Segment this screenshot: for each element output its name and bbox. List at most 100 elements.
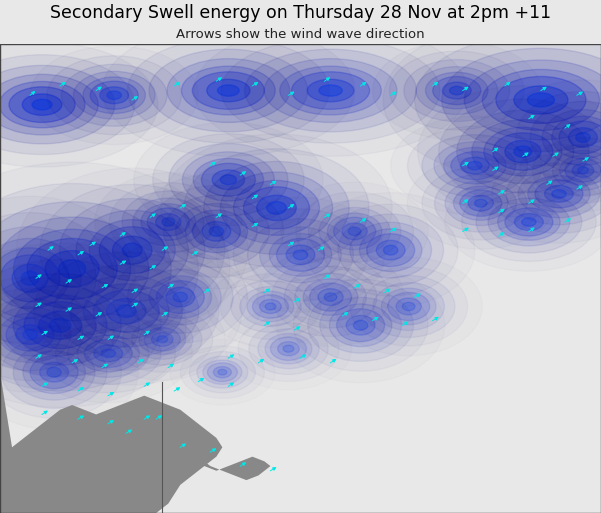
Ellipse shape	[444, 147, 506, 184]
Ellipse shape	[132, 320, 193, 359]
Ellipse shape	[404, 60, 510, 122]
Ellipse shape	[40, 362, 69, 382]
Ellipse shape	[218, 369, 227, 375]
Ellipse shape	[133, 198, 204, 246]
Ellipse shape	[415, 34, 601, 166]
Ellipse shape	[522, 218, 536, 226]
Ellipse shape	[572, 163, 594, 177]
Ellipse shape	[318, 289, 343, 306]
Ellipse shape	[183, 152, 274, 208]
Ellipse shape	[53, 265, 199, 358]
Ellipse shape	[518, 170, 600, 218]
Ellipse shape	[488, 198, 570, 246]
Ellipse shape	[127, 261, 233, 333]
Ellipse shape	[59, 199, 205, 302]
Ellipse shape	[0, 82, 85, 128]
Ellipse shape	[45, 251, 99, 287]
Ellipse shape	[202, 222, 231, 241]
Ellipse shape	[221, 38, 440, 143]
Ellipse shape	[141, 204, 196, 240]
Ellipse shape	[442, 48, 601, 151]
Ellipse shape	[451, 151, 499, 180]
Ellipse shape	[482, 69, 599, 130]
Ellipse shape	[61, 64, 167, 126]
Ellipse shape	[212, 170, 245, 190]
Ellipse shape	[310, 283, 352, 311]
Ellipse shape	[329, 304, 392, 347]
Ellipse shape	[218, 85, 239, 96]
Ellipse shape	[49, 318, 71, 332]
Ellipse shape	[94, 345, 123, 362]
Ellipse shape	[396, 298, 421, 315]
Ellipse shape	[0, 313, 61, 356]
Ellipse shape	[291, 72, 370, 109]
Ellipse shape	[264, 58, 397, 123]
Ellipse shape	[0, 184, 198, 354]
Ellipse shape	[552, 116, 601, 159]
Ellipse shape	[0, 217, 149, 321]
Polygon shape	[0, 372, 222, 513]
Ellipse shape	[439, 99, 601, 204]
Ellipse shape	[542, 110, 601, 165]
Ellipse shape	[269, 233, 332, 276]
Ellipse shape	[334, 218, 376, 245]
Ellipse shape	[0, 285, 121, 365]
Ellipse shape	[578, 167, 588, 174]
Ellipse shape	[0, 202, 171, 336]
Ellipse shape	[422, 135, 528, 196]
Ellipse shape	[0, 307, 71, 363]
Ellipse shape	[445, 181, 517, 226]
Ellipse shape	[267, 202, 287, 214]
Ellipse shape	[0, 248, 69, 309]
Ellipse shape	[55, 323, 161, 384]
Ellipse shape	[381, 288, 436, 325]
Ellipse shape	[163, 195, 269, 267]
Ellipse shape	[576, 132, 590, 143]
Ellipse shape	[373, 283, 445, 330]
Ellipse shape	[464, 60, 601, 140]
Ellipse shape	[319, 207, 391, 255]
Ellipse shape	[76, 210, 189, 290]
Ellipse shape	[388, 292, 430, 321]
Ellipse shape	[327, 213, 382, 250]
Ellipse shape	[47, 367, 61, 377]
Ellipse shape	[149, 49, 308, 132]
Ellipse shape	[204, 162, 349, 254]
Ellipse shape	[151, 332, 173, 346]
Ellipse shape	[9, 87, 75, 123]
Ellipse shape	[32, 100, 52, 110]
Ellipse shape	[265, 303, 276, 310]
Ellipse shape	[535, 180, 583, 208]
Ellipse shape	[107, 91, 121, 100]
Ellipse shape	[192, 215, 240, 248]
Ellipse shape	[0, 74, 99, 135]
Ellipse shape	[182, 66, 275, 115]
Ellipse shape	[337, 309, 385, 342]
Ellipse shape	[376, 240, 405, 260]
Ellipse shape	[24, 302, 96, 349]
Ellipse shape	[12, 264, 48, 292]
Ellipse shape	[278, 342, 299, 356]
Ellipse shape	[257, 195, 296, 221]
Ellipse shape	[197, 356, 248, 388]
Ellipse shape	[0, 55, 135, 154]
Ellipse shape	[320, 298, 401, 353]
Ellipse shape	[106, 299, 146, 324]
Ellipse shape	[209, 226, 224, 236]
Ellipse shape	[528, 175, 590, 212]
Ellipse shape	[476, 191, 582, 253]
Ellipse shape	[112, 236, 152, 264]
Ellipse shape	[175, 204, 257, 259]
Ellipse shape	[0, 299, 83, 371]
Ellipse shape	[528, 93, 555, 107]
Ellipse shape	[248, 219, 353, 291]
Ellipse shape	[514, 213, 543, 230]
Ellipse shape	[83, 284, 169, 339]
Ellipse shape	[265, 333, 312, 364]
Ellipse shape	[308, 201, 401, 262]
Ellipse shape	[457, 110, 589, 193]
Ellipse shape	[349, 227, 361, 235]
Ellipse shape	[565, 159, 601, 182]
Ellipse shape	[1, 336, 107, 408]
Ellipse shape	[185, 210, 248, 253]
